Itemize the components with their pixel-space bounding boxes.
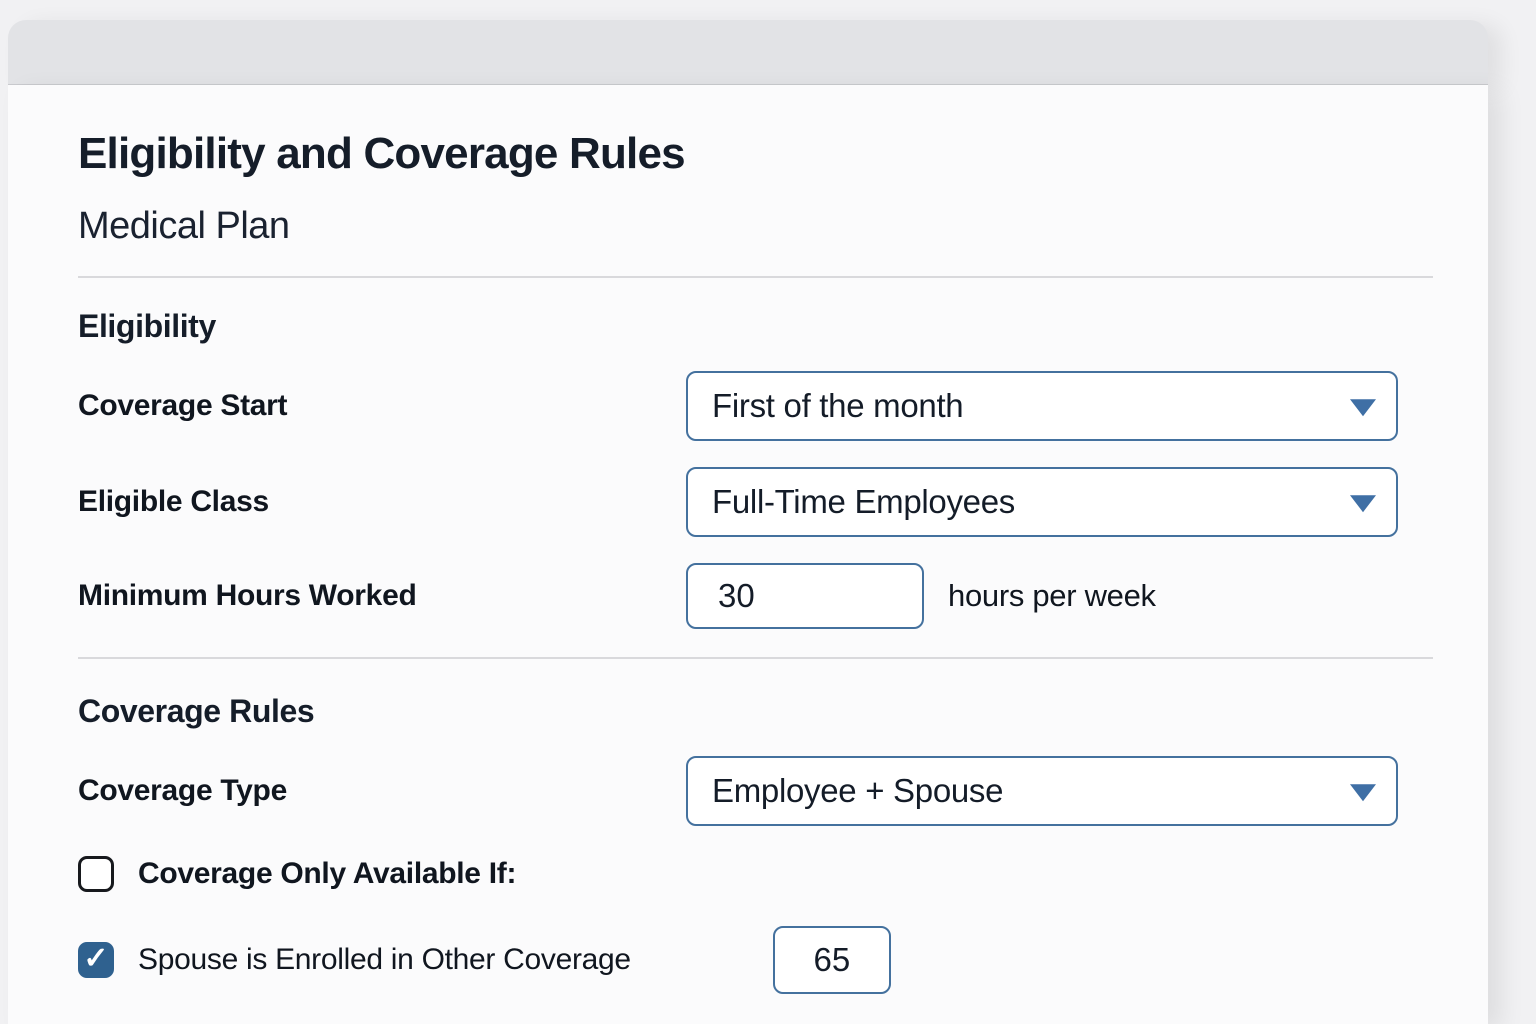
content-card: Eligibility and Coverage Rules Medical P… <box>8 85 1488 1024</box>
section-title-eligibility: Eligibility <box>78 308 216 344</box>
page-title: Eligibility and Coverage Rules <box>78 129 686 178</box>
minimum-hours-input[interactable] <box>686 563 924 629</box>
coverage-type-label: Coverage Type <box>78 774 287 807</box>
coverage-type-dropdown[interactable]: Employee + Spouse <box>686 756 1398 826</box>
page-subtitle: Medical Plan <box>78 205 290 247</box>
spouse-enrolled-checkbox[interactable]: ✓ <box>78 942 114 978</box>
minimum-hours-suffix: hours per week <box>948 578 1156 613</box>
chevron-down-icon <box>1350 495 1376 513</box>
spouse-enrolled-value-input[interactable] <box>772 926 891 994</box>
coverage-only-available-checkbox[interactable]: ✓ <box>78 856 114 892</box>
minimum-hours-label: Minimum Hours Worked <box>78 579 417 612</box>
eligible-class-row: Eligible Class Full-Time Employees <box>78 467 1433 537</box>
divider-middle <box>78 657 1433 659</box>
minimum-hours-row: Minimum Hours Worked hours per week <box>78 563 1433 629</box>
eligible-class-dropdown[interactable]: Full-Time Employees <box>686 467 1398 537</box>
window-titlebar <box>8 20 1488 85</box>
eligible-class-value: Full-Time Employees <box>712 483 1015 520</box>
chevron-down-icon <box>1350 784 1376 802</box>
divider-top <box>78 276 1433 278</box>
coverage-start-dropdown[interactable]: First of the month <box>686 371 1398 441</box>
chevron-down-icon <box>1350 399 1376 417</box>
check-icon: ✓ <box>83 942 109 975</box>
coverage-start-row: Coverage Start First of the month <box>78 371 1433 441</box>
coverage-start-value: First of the month <box>712 387 964 424</box>
coverage-type-row: Coverage Type Employee + Spouse <box>78 756 1433 826</box>
coverage-type-value: Employee + Spouse <box>712 772 1004 809</box>
coverage-start-label: Coverage Start <box>78 389 288 422</box>
eligible-class-label: Eligible Class <box>78 485 269 518</box>
spouse-enrolled-row: ✓ Spouse is Enrolled in Other Coverage <box>78 926 1433 994</box>
coverage-only-available-row: ✓ Coverage Only Available If: <box>78 856 1433 892</box>
coverage-only-available-label: Coverage Only Available If: <box>138 857 517 890</box>
spouse-enrolled-label: Spouse is Enrolled in Other Coverage <box>138 943 631 976</box>
section-title-coverage-rules: Coverage Rules <box>78 693 315 729</box>
